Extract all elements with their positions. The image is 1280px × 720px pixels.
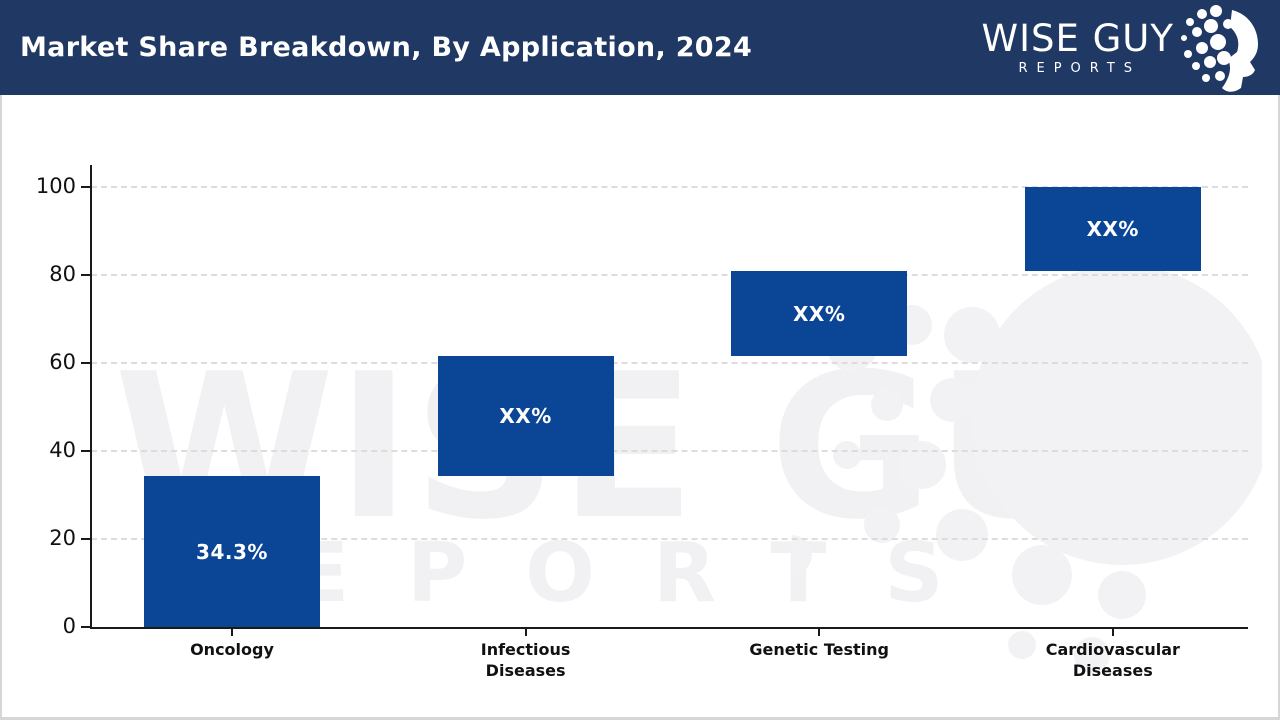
x-tick-0 <box>231 629 233 636</box>
logo-wordmark-main: WISE GUY <box>981 16 1174 60</box>
bar-value-label: XX% <box>499 404 552 429</box>
bar-cardiovascular-diseases: XX% <box>1024 187 1201 272</box>
x-category-label-2: Genetic Testing <box>689 640 949 661</box>
bar-value-label: XX% <box>1086 217 1139 242</box>
gridline-100 <box>91 186 1248 188</box>
x-category-line: Cardiovascular <box>1045 640 1180 659</box>
x-category-label-0: Oncology <box>102 640 362 661</box>
gridline-20 <box>91 538 1248 540</box>
x-category-line: Infectious <box>480 640 571 659</box>
watermark-head-icon <box>792 265 1262 673</box>
bar-value-label: XX% <box>792 301 846 326</box>
gridline-80 <box>91 274 1248 276</box>
x-axis-line <box>90 627 1248 629</box>
y-tick-label-0: 0 <box>62 614 76 638</box>
y-tick-60 <box>81 362 90 364</box>
x-category-line: Diseases <box>1072 660 1153 680</box>
y-tick-label-20: 20 <box>49 526 76 550</box>
x-tick-3 <box>1111 629 1114 636</box>
y-tick-label-40: 40 <box>49 438 76 462</box>
x-tick-2 <box>818 629 821 636</box>
x-tick-1 <box>524 629 527 636</box>
y-axis-line <box>90 165 92 629</box>
x-category-line: Oncology <box>190 640 274 659</box>
y-tick-20 <box>81 538 90 540</box>
y-tick-label-100: 100 <box>35 174 76 198</box>
bar-value-label: 34.3% <box>196 539 268 564</box>
logo-wordmark: WISE GUY REPORTS <box>982 20 1174 76</box>
bar-genetic-testing: XX% <box>731 271 908 357</box>
y-tick-40 <box>81 450 90 452</box>
y-tick-0 <box>81 626 90 628</box>
logo-wordmark-sub: REPORTS <box>1018 60 1142 76</box>
wiseguy-logo: WISE GUY REPORTS <box>982 4 1262 92</box>
x-category-label-3: Cardiovascular Diseases <box>983 640 1243 682</box>
gridline-60 <box>91 362 1248 364</box>
bar-oncology: 34.3% <box>144 476 320 627</box>
chart-title: Market Share Breakdown, By Application, … <box>20 32 753 63</box>
y-tick-label-80: 80 <box>49 262 76 286</box>
wiseguy-head-icon <box>1181 4 1258 92</box>
y-tick-80 <box>81 274 90 276</box>
y-tick-label-60: 60 <box>49 350 76 374</box>
y-tick-100 <box>81 186 90 188</box>
bar-infectious-diseases: XX% <box>437 356 614 477</box>
header-bar: Market Share Breakdown, By Application, … <box>0 0 1280 95</box>
chart-area: WISE GUY REPORTS 0 20 40 60 80 100 34.3% Oncolo… <box>0 95 1280 720</box>
gridline-40 <box>91 450 1248 452</box>
x-category-line: Diseases <box>485 660 566 680</box>
x-category-line: Genetic Testing <box>749 640 889 659</box>
x-category-label-1: Infectious Diseases <box>396 640 656 682</box>
